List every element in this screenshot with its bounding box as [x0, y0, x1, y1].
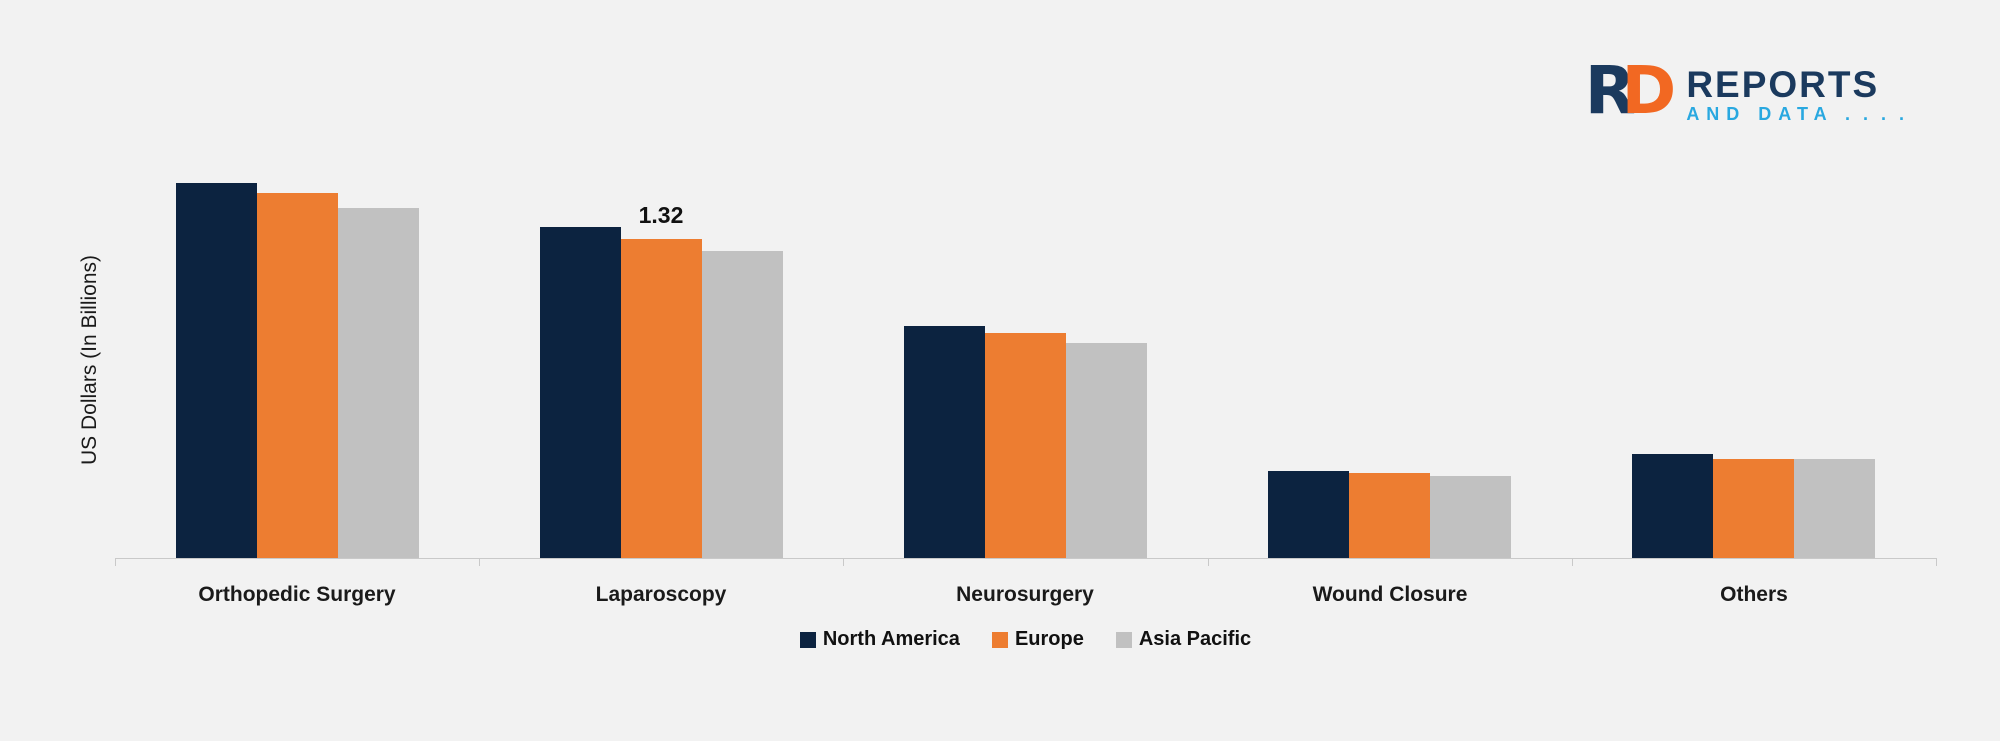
category-label: Neurosurgery	[956, 583, 1094, 606]
bar-asia-pacific	[1794, 459, 1875, 558]
bar-europe	[621, 239, 702, 558]
bar-asia-pacific	[338, 208, 419, 558]
legend-item-asia-pacific: Asia Pacific	[1115, 628, 1252, 651]
category-label: Laparoscopy	[595, 583, 727, 606]
x-axis-tick	[1572, 558, 1573, 566]
x-axis-tick	[1208, 558, 1209, 566]
legend-label: North America	[822, 628, 960, 650]
bar-north-america	[540, 227, 621, 558]
bar-north-america	[1632, 454, 1713, 558]
bar-north-america	[904, 326, 985, 558]
bar-europe	[1713, 459, 1794, 558]
legend-swatch-icon	[799, 631, 816, 648]
legend: North America Europe Asia Pacific	[115, 628, 1936, 651]
bar-asia-pacific	[702, 251, 783, 558]
category-label: Orthopedic Surgery	[198, 583, 396, 606]
logo-rd-icon: R D	[1585, 58, 1677, 124]
x-axis-tick	[843, 558, 844, 566]
y-axis-title: US Dollars (In Billions)	[78, 254, 101, 466]
data-label: 1.32	[638, 202, 684, 228]
bar-asia-pacific	[1066, 343, 1147, 558]
legend-label: Europe	[1014, 628, 1084, 650]
legend-item-europe: Europe	[991, 628, 1084, 651]
category-label: Others	[1720, 583, 1788, 606]
x-axis-tick	[115, 558, 116, 566]
category-label: Wound Closure	[1312, 583, 1468, 606]
reports-and-data-logo: R D REPORTS AND DATA . . . .	[1585, 58, 1908, 126]
bar-europe	[985, 333, 1066, 558]
bar-europe	[257, 193, 338, 558]
logo-text: REPORTS AND DATA . . . .	[1686, 58, 1908, 126]
x-axis-line	[115, 558, 1936, 559]
legend-item-north-america: North America	[799, 628, 960, 651]
x-axis-tick	[1936, 558, 1937, 566]
legend-swatch-icon	[1115, 631, 1132, 648]
legend-swatch-icon	[991, 631, 1008, 648]
logo-letter-d: D	[1621, 52, 1677, 129]
logo-title: REPORTS	[1686, 64, 1880, 105]
logo-letter-r: R	[1584, 52, 1636, 129]
bar-europe	[1349, 473, 1430, 558]
logo-dots: . . . .	[1844, 104, 1908, 124]
bar-north-america	[1268, 471, 1349, 558]
bar-north-america	[176, 183, 257, 558]
bar-asia-pacific	[1430, 476, 1511, 558]
logo-subtitle: AND DATA . . . .	[1686, 104, 1908, 124]
legend-label: Asia Pacific	[1138, 628, 1252, 650]
x-axis-tick	[479, 558, 480, 566]
